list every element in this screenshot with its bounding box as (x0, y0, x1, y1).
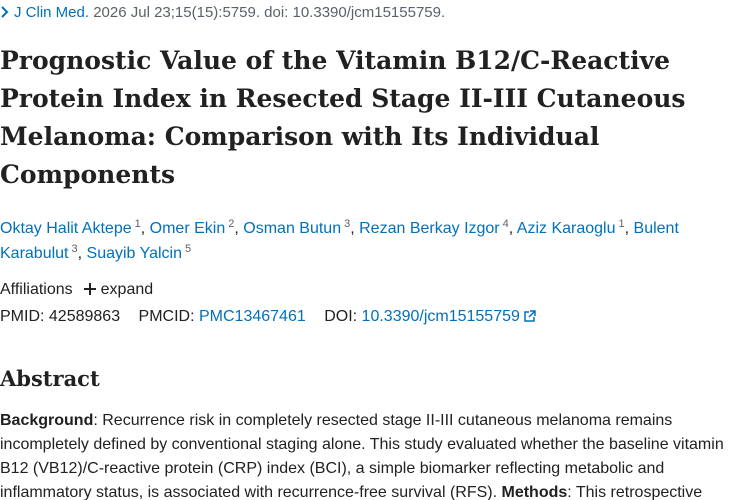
author-separator: , (77, 245, 83, 262)
author-separator: , (508, 220, 514, 237)
author-list: Oktay Halit Aktepe 1, Omer Ekin 2, Osman B… (0, 216, 740, 266)
section-label: Background (0, 412, 94, 429)
author-link[interactable]: Rezan Berkay Izgor (359, 220, 500, 237)
doi-text[interactable]: 10.3390/jcm15155759 (361, 308, 520, 325)
pmcid-link[interactable]: PMC13467461 (199, 308, 306, 325)
author-separator: , (624, 220, 630, 237)
affiliation-number[interactable]: 3 (71, 243, 78, 255)
article-title: Prognostic Value of the Vitamin B12/C-Re… (0, 46, 686, 189)
citation-details: 2026 Jul 23;15(15):5759. doi: 10.3390/jc… (93, 4, 446, 21)
author: Suayib Yalcin 5 (86, 243, 192, 263)
chevron-icon (1, 6, 9, 18)
affiliations: Affiliations expand (0, 281, 153, 299)
author: Omer Ekin 2, (149, 218, 239, 238)
identifiers: PMID: 42589863 PMCID: PMC13467461 DOI: 1… (0, 308, 536, 326)
author-separator: , (234, 220, 239, 237)
author-separator: , (140, 220, 146, 237)
affiliation-number[interactable]: 5 (185, 243, 192, 255)
section-label: Methods (501, 484, 568, 500)
author-separator: , (350, 220, 355, 237)
affiliation-number[interactable]: 1 (134, 218, 141, 230)
affiliation-number[interactable]: 4 (502, 218, 509, 230)
author-link[interactable]: Bulent Karabulut (0, 220, 679, 262)
expand-label[interactable]: expand (100, 281, 154, 298)
author: Rezan Berkay Izgor 4, (359, 218, 514, 238)
author-link[interactable]: Osman Butun (243, 220, 342, 237)
doi-label: DOI: (324, 308, 358, 325)
author-link[interactable]: Aziz Karaoglu (516, 220, 616, 237)
abstract-text: Background: Recurrence risk in completel… (0, 409, 742, 500)
author: Osman Butun 3, (243, 218, 355, 238)
pmcid-label: PMCID: (138, 308, 195, 325)
affiliation-number[interactable]: 3 (344, 218, 351, 230)
affiliation-number[interactable]: 1 (618, 218, 625, 230)
section-text: : This retrospective (567, 484, 703, 500)
author: Oktay Halit Aktepe 1, (0, 218, 146, 238)
author: Bulent Karabulut 3, (0, 220, 679, 262)
pmid: 42589863 (48, 308, 121, 325)
author-link[interactable]: Suayib Yalcin (86, 245, 182, 262)
section-text: : Recurrence risk in completely resected… (0, 412, 724, 500)
citation: J Clin Med. 2026 Jul 23;15(15):5759. doi… (0, 4, 445, 21)
doi-link[interactable]: 10.3390/jcm15155759 (362, 308, 536, 325)
affiliation-number[interactable]: 2 (228, 218, 235, 230)
journal-link[interactable]: J Clin Med. (14, 4, 90, 21)
expand-button[interactable]: expand (83, 281, 154, 298)
author-link[interactable]: Omer Ekin (149, 220, 226, 237)
external-link-icon (524, 310, 536, 322)
pmid-label: PMID: (0, 308, 45, 325)
author: Aziz Karaoglu 1, (516, 218, 630, 238)
abstract-heading: Abstract (0, 366, 100, 391)
plus-icon (83, 283, 96, 295)
author-link[interactable]: Oktay Halit Aktepe (0, 220, 132, 237)
affiliations-label: Affiliations (0, 281, 73, 298)
